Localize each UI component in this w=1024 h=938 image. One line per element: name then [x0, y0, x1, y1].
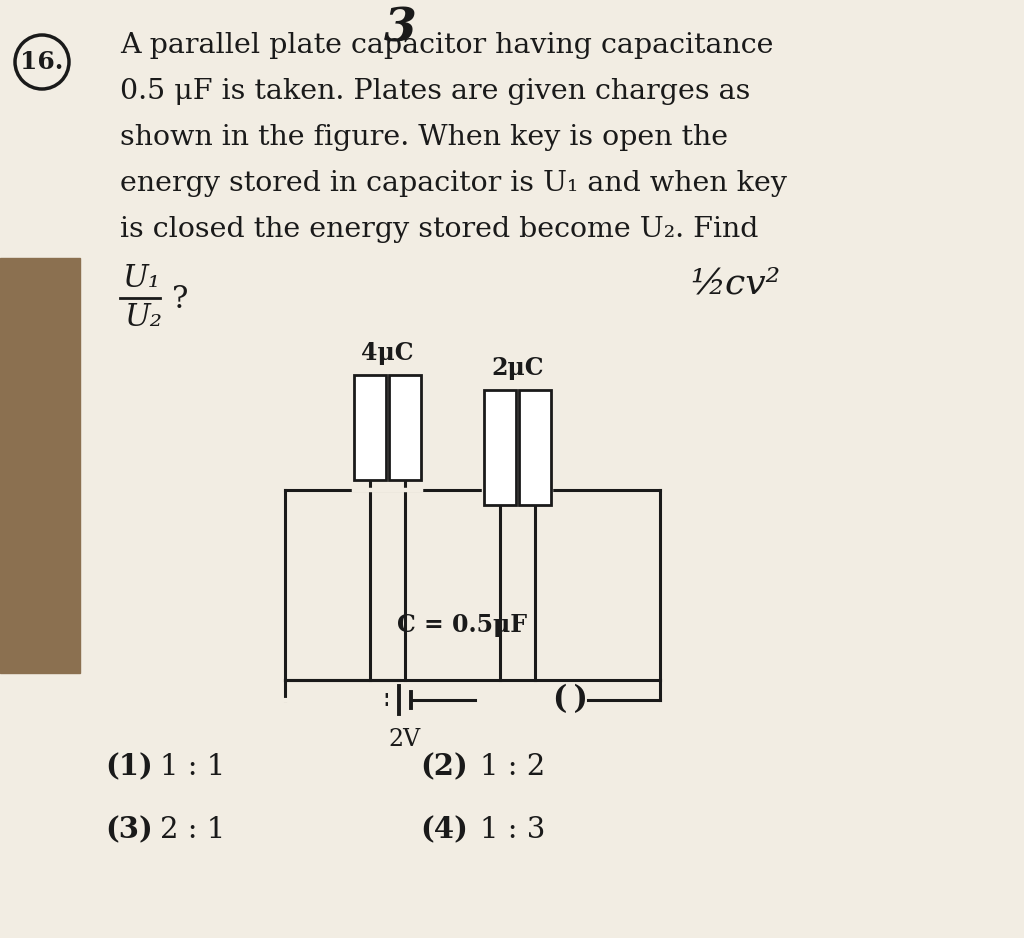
Text: C = 0.5μF: C = 0.5μF — [397, 613, 527, 637]
Text: 0.5 μF is taken. Plates are given charges as: 0.5 μF is taken. Plates are given charge… — [120, 78, 751, 105]
Text: energy stored in capacitor is U₁ and when key: energy stored in capacitor is U₁ and whe… — [120, 170, 787, 197]
Text: (2): (2) — [420, 752, 468, 781]
Text: ( ): ( ) — [553, 685, 588, 716]
Text: A parallel plate capacitor having capacitance: A parallel plate capacitor having capaci… — [120, 32, 773, 59]
Text: ½cv²: ½cv² — [690, 266, 780, 300]
Text: is closed the energy stored become U₂. Find: is closed the energy stored become U₂. F… — [120, 216, 759, 243]
Bar — [0, 258, 80, 673]
Text: 1 : 1: 1 : 1 — [160, 753, 225, 781]
Text: shown in the figure. When key is open the: shown in the figure. When key is open th… — [120, 124, 728, 151]
Text: ?: ? — [172, 284, 188, 315]
Text: 16.: 16. — [20, 50, 63, 74]
Text: (1): (1) — [105, 752, 153, 781]
Text: 1 : 2: 1 : 2 — [480, 753, 545, 781]
Text: +: + — [378, 690, 396, 710]
Bar — [484, 390, 516, 505]
Bar — [354, 375, 386, 480]
Text: U₂: U₂ — [124, 302, 162, 333]
Circle shape — [15, 35, 69, 89]
Text: 4μC: 4μC — [361, 341, 414, 365]
Bar — [519, 390, 551, 505]
Text: 1 : 3: 1 : 3 — [480, 816, 546, 844]
Bar — [389, 375, 421, 480]
Text: (4): (4) — [420, 815, 468, 844]
Text: 3: 3 — [384, 5, 417, 51]
Text: 2 : 1: 2 : 1 — [160, 816, 225, 844]
Text: 2V: 2V — [389, 728, 421, 751]
Text: (3): (3) — [105, 815, 153, 844]
Text: U₁: U₁ — [122, 263, 160, 294]
Text: 2μC: 2μC — [492, 356, 544, 380]
